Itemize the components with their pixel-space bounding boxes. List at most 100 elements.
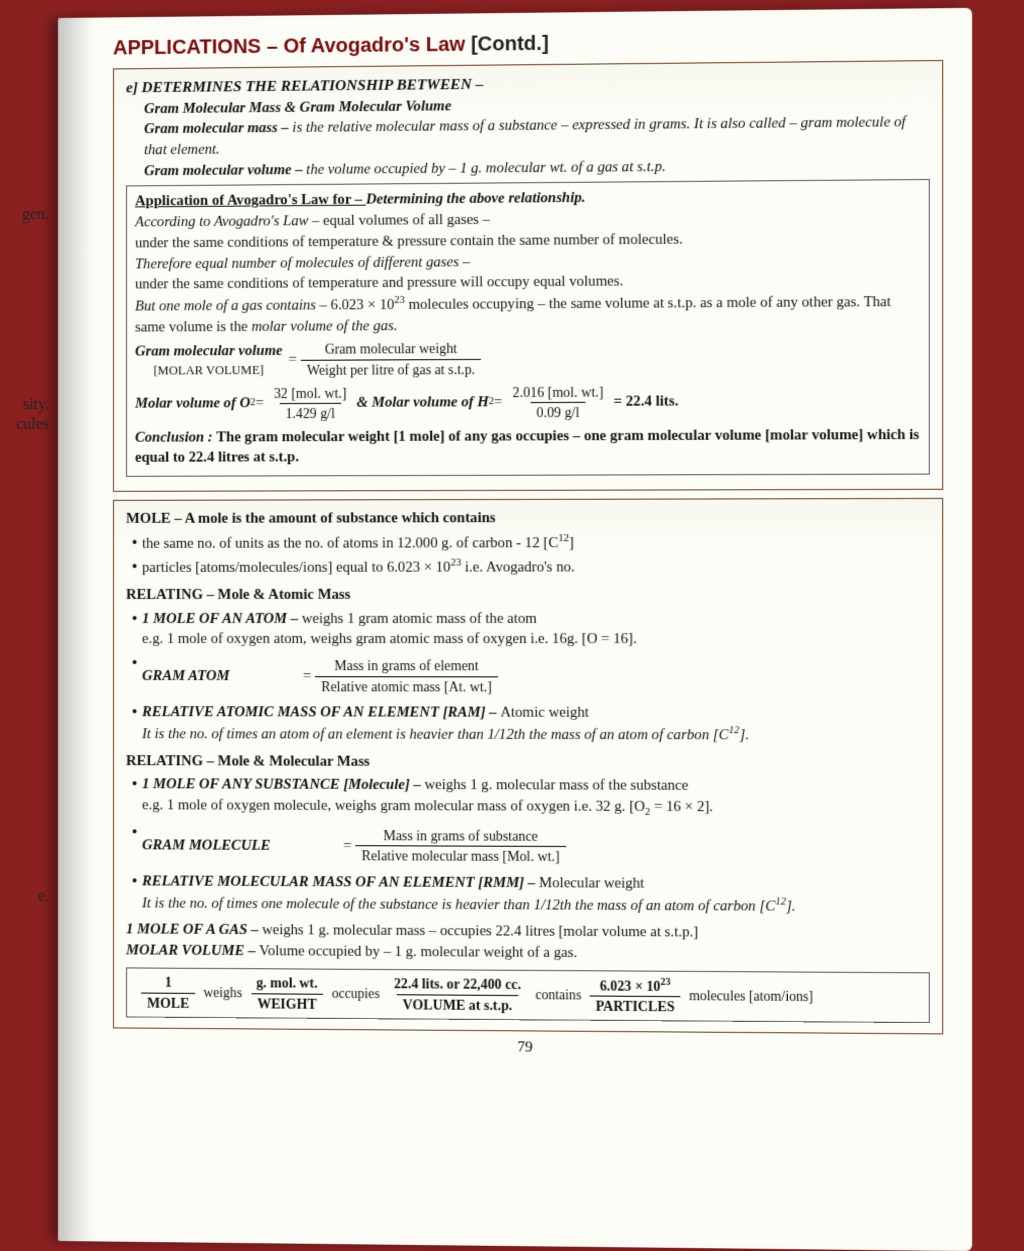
s4e: 23 [660,976,670,987]
gm-num: Mass in grams of substance [377,826,544,846]
relating-atomic-title: RELATING – Mole & Atomic Mass [126,584,930,605]
acc-text1: equal volumes of all gases – [323,212,490,229]
spine-shadow [58,18,94,1242]
rmm-e: ]. [786,898,796,914]
molc-end: = 16 × 2]. [650,799,713,815]
s2n: g. mol. wt. [250,973,323,993]
gmm-def: Gram molecular mass – is the relative mo… [144,112,930,161]
acc-label: According to Avogadro's Law – [135,213,323,230]
molc-text: weighs 1 g. molecular mass of the substa… [425,777,689,794]
margin-word: cules [16,416,49,434]
s3n: 22.4 lits. or 22,400 cc. [388,974,527,995]
ram-desc: Atomic weight [500,705,589,721]
margin-word: e. [38,888,49,906]
b1-sup: 12 [558,533,569,544]
rmm-d: the mass of an atom of carbon [C [575,897,775,914]
atom-bullet: • 1 MOLE OF AN ATOM – weighs 1 gram atom… [132,608,930,650]
b2-exp: 23 [451,558,462,569]
but-num: 6.023 × 10 [331,297,395,313]
ram-e: ]. [739,727,749,743]
o2-num: 32 [mol. wt.] [268,383,353,403]
rmm-text: It is the no. of times one molecule of t… [142,895,533,913]
mole-title: MOLE – A mole is the amount of substance… [126,507,930,530]
gram-molecule-bullet: • GRAM MOLECULE = Mass in grams of subst… [132,822,930,872]
page-number: 79 [113,1037,943,1060]
s-molecules: molecules [atom/ions] [689,987,813,1007]
s1n: 1 [159,973,178,993]
result-224: = 22.4 lits. [614,392,679,413]
s1d: MOLE [141,992,195,1013]
heading-title: APPLICATIONS – Of Avogadro's Law [113,34,471,60]
ram-d: the mass of an atom of carbon [C [529,727,729,744]
gram-molecule-fraction: Mass in grams of substance Relative mole… [356,826,566,867]
gmv-text: the volume occupied by – 1 g. molecular … [306,159,665,178]
atom-label: 1 MOLE OF AN ATOM – [142,611,302,627]
s-occupies: occupies [332,984,380,1004]
eq-sign: = [256,393,264,414]
conclusion-label: Conclusion : [135,429,216,445]
mole-bullet-1: • the same no. of units as the no. of at… [132,531,930,554]
app-title: Application of Avogadro's Law for – [135,192,366,210]
gmv-label: Gram molecular volume – [144,162,306,179]
gram-atom-fraction: Mass in grams of element Relative atomic… [315,656,498,697]
gram-molecule-label: GRAM MOLECULE [142,835,343,857]
atom-text: weighs 1 gram atomic mass of the atom [302,611,537,627]
margin-word: gen. [22,206,49,224]
summary-row: 1 MOLE weighs g. mol. wt. WEIGHT occupie… [126,967,930,1023]
summary-volume: 22.4 lits. or 22,400 cc. VOLUME at s.t.p… [388,974,527,1015]
margin-word: sity. [23,396,49,414]
mv-label: MOLAR VOLUME – [126,942,259,959]
app-title-desc: Determining the above relationship. [366,190,586,208]
ram-label: RELATIVE ATOMIC MASS OF AN ELEMENT [RAM]… [142,704,500,721]
mv-h2-label: & Molar volume of H [357,392,489,413]
h2-fraction: 2.016 [mol. wt.] 0.09 g/l [507,382,610,423]
eq-sign2: = [494,392,502,413]
but-label: But one mole of a gas contains – [135,297,331,314]
mv-o2-label: Molar volume of O [135,393,250,414]
molc-eg: e.g. 1 mole of oxygen molecule, weighs g… [142,797,645,815]
molar-volume-examples: Molar volume of O2 = 32 [mol. wt.] 1.429… [135,381,920,425]
mv-text: Volume occupied by – 1 g. molecular weig… [259,943,577,961]
textbook-page: gen. sity. cules e. APPLICATIONS – Of Av… [58,8,972,1251]
mole-panel: MOLE – A mole is the amount of substance… [113,498,943,1035]
s3d: VOLUME at s.t.p. [397,994,519,1016]
but-line: But one mole of a gas contains – 6.023 ×… [135,291,920,338]
molc-label: 1 MOLE OF ANY SUBSTANCE [Molecule] – [142,777,424,794]
rmm-frac: 1/12th [534,897,572,913]
rmm-sup: 12 [775,896,786,907]
gmv-eq-label: Gram molecular volume [135,341,282,363]
gm-den: Relative molecular mass [Mol. wt.] [356,846,566,868]
rmm-label: RELATIVE MOLECULAR MASS OF AN ELEMENT [R… [142,873,539,891]
heading-contd: [Contd.] [471,33,549,56]
b2a: particles [atoms/molecules/ions] equal t… [142,560,450,576]
ram-frac: 1/12th [487,727,525,743]
section-headline: DETERMINES THE RELATIONSHIP BETWEEN – [142,76,484,96]
conclusion: Conclusion : The gram molecular weight [… [135,424,920,468]
summary-weight: g. mol. wt. WEIGHT [250,973,323,1014]
summary-mole: 1 MOLE [141,973,195,1014]
s2d: WEIGHT [251,993,323,1014]
s-contains: contains [535,986,581,1006]
ram-sup: 12 [729,725,740,736]
molar-volume-tag: [MOLAR VOLUME] [154,362,264,380]
o2-fraction: 32 [mol. wt.] 1.429 g/l [268,383,353,424]
s4d: PARTICLES [590,995,681,1016]
s-weighs: weighs [203,983,242,1003]
mole-bullet-2: • particles [atoms/molecules/ions] equal… [132,556,930,579]
section-label: e] [126,79,138,96]
rmm-bullet: • RELATIVE MOLECULAR MASS OF AN ELEMENT … [132,871,930,917]
relating-molecular-title: RELATING – Mole & Molecular Mass [126,751,930,774]
b2b: i.e. Avogadro's no. [461,560,575,576]
margin-cut-words: gen. sity. cules e. [0,18,53,19]
application-subpanel: Application of Avogadro's Law for – Dete… [126,179,930,476]
gas-label: 1 MOLE OF A GAS – [126,922,262,939]
ram-text: It is the no. of times an atom of an ele… [142,726,487,743]
page-heading: APPLICATIONS – Of Avogadro's Law [Contd.… [113,28,943,60]
h2-den: 0.09 g/l [530,402,585,423]
ga-den: Relative atomic mass [At. wt.] [315,676,498,697]
rmm-desc: Molecular weight [539,875,644,892]
summary-particles: 6.023 × 1023 PARTICLES [590,975,681,1017]
frac-den: Weight per litre of gas at s.t.p. [301,359,481,381]
b1-end: ] [569,535,574,551]
conclusion-text: The gram molecular weight [1 mole] of an… [135,427,919,467]
